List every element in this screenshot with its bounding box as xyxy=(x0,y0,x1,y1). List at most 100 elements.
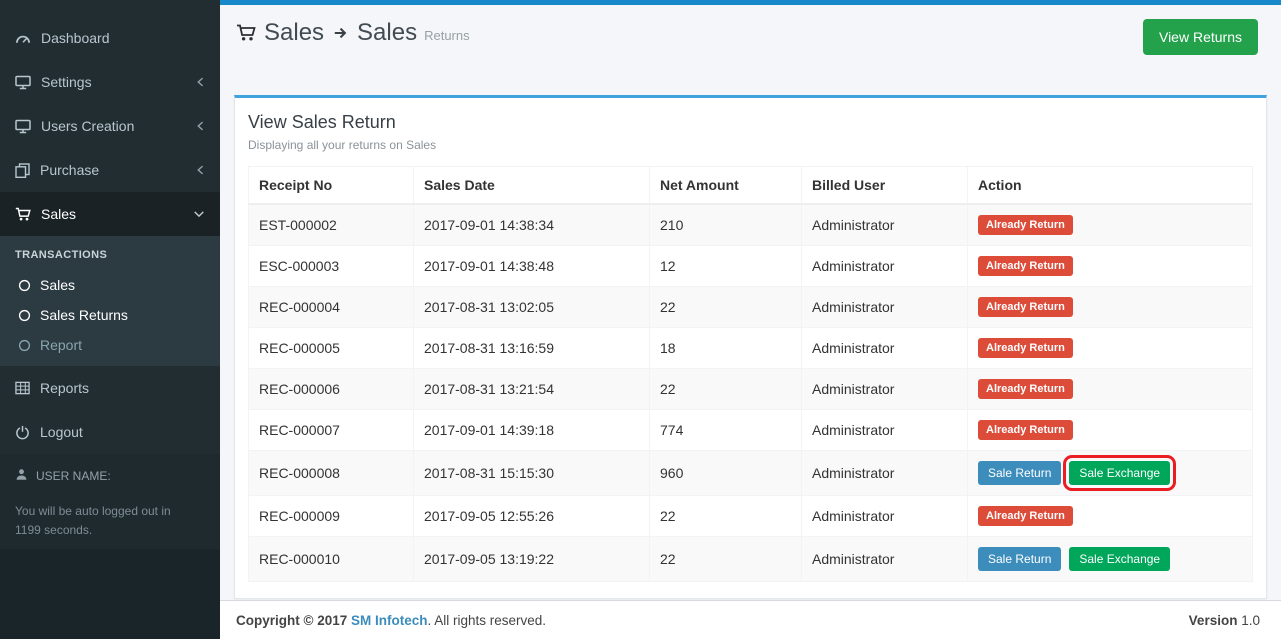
billed-user-cell: Administrator xyxy=(801,368,968,410)
chevron-left-icon xyxy=(195,120,205,132)
breadcrumb: Sales Sales Returns xyxy=(236,19,470,47)
net-amount-cell: 12 xyxy=(649,245,802,287)
sidebar-filler xyxy=(0,549,220,639)
billed-user-cell: Administrator xyxy=(801,286,968,328)
col-billed-user: Billed User xyxy=(801,166,968,205)
receipt-no-cell: REC-000004 xyxy=(248,286,414,328)
sale-return-button[interactable]: Sale Return xyxy=(978,547,1062,571)
chevron-down-icon xyxy=(193,209,205,219)
sidebar-item-sales[interactable]: Sales xyxy=(0,192,220,236)
sidebar-item-logout[interactable]: Logout xyxy=(0,410,220,454)
sales-date-cell: 2017-08-31 13:16:59 xyxy=(413,327,650,369)
table-row: REC-000007 2017-09-01 14:39:18 774 Admin… xyxy=(248,409,1253,451)
receipt-no-cell: REC-000007 xyxy=(248,409,414,451)
content-header: Sales Sales Returns View Returns xyxy=(220,5,1281,63)
chevron-left-icon xyxy=(195,76,205,88)
net-amount-cell: 210 xyxy=(649,203,802,246)
sidebar-item-purchase[interactable]: Purchase xyxy=(0,148,220,192)
table-row: REC-000005 2017-08-31 13:16:59 18 Admini… xyxy=(248,327,1253,369)
net-amount-cell: 22 xyxy=(649,536,802,582)
billed-user-cell: Administrator xyxy=(801,203,968,246)
action-cell: Sale Return Sale Exchange xyxy=(967,450,1253,496)
sidebar-item-label: Users Creation xyxy=(41,118,135,134)
already-return-badge: Already Return xyxy=(978,297,1073,317)
copyright-prefix: Copyright © 2017 xyxy=(236,612,348,628)
action-cell: Already Return xyxy=(967,245,1253,287)
col-action: Action xyxy=(967,166,1253,205)
receipt-no-cell: REC-000009 xyxy=(248,495,414,537)
table-row: REC-000009 2017-09-05 12:55:26 22 Admini… xyxy=(248,495,1253,537)
billed-user-cell: Administrator xyxy=(801,450,968,496)
net-amount-cell: 22 xyxy=(649,368,802,410)
company-link[interactable]: SM Infotech xyxy=(351,612,428,628)
desktop-icon xyxy=(15,75,31,90)
billed-user-cell: Administrator xyxy=(801,536,968,582)
net-amount-cell: 22 xyxy=(649,495,802,537)
view-returns-button[interactable]: View Returns xyxy=(1142,19,1258,55)
breadcrumb-page: Sales xyxy=(357,19,418,46)
breadcrumb-arrow-icon xyxy=(333,26,348,45)
panel-title: View Sales Return xyxy=(248,112,396,132)
table-row: ESC-000003 2017-09-01 14:38:48 12 Admini… xyxy=(248,245,1253,287)
sidebar-item-dashboard[interactable]: Dashboard xyxy=(0,16,220,60)
sales-returns-table: Receipt No Sales Date Net Amount Billed … xyxy=(248,166,1253,582)
breadcrumb-page-suffix: Returns xyxy=(424,28,470,43)
col-sales-date: Sales Date xyxy=(413,166,650,205)
sidebar-item-label: Logout xyxy=(40,424,83,440)
table-icon xyxy=(15,381,30,395)
footer: Copyright © 2017 SM Infotech. All rights… xyxy=(220,600,1281,639)
user-icon xyxy=(15,468,28,484)
sale-return-button[interactable]: Sale Return xyxy=(978,461,1062,485)
sidebar-item-label: Purchase xyxy=(40,162,100,178)
copy-icon xyxy=(15,162,30,178)
copyright-text: Copyright © 2017 SM Infotech. All rights… xyxy=(236,613,546,628)
sidebar-subitem-sales[interactable]: Sales xyxy=(0,270,220,300)
sidebar-subitem-label: Report xyxy=(40,337,83,353)
main-area: Sales Sales Returns View Returns View Sa… xyxy=(220,0,1281,639)
sidebar-item-reports[interactable]: Reports xyxy=(0,366,220,410)
net-amount-cell: 960 xyxy=(649,450,802,496)
sidebar-item-label: Settings xyxy=(41,74,92,90)
user-name-label: USER NAME: xyxy=(36,469,111,483)
billed-user-cell: Administrator xyxy=(801,409,968,451)
sales-date-cell: 2017-09-05 13:19:22 xyxy=(413,536,650,582)
sidebar: Dashboard Settings Users Creation xyxy=(0,0,220,639)
sidebar-item-users-creation[interactable]: Users Creation xyxy=(0,104,220,148)
sidebar-menu: Dashboard Settings Users Creation xyxy=(0,0,220,454)
chevron-left-icon xyxy=(195,164,205,176)
action-cell: Already Return xyxy=(967,203,1253,246)
sale-exchange-button[interactable]: Sale Exchange xyxy=(1063,455,1177,491)
sales-date-cell: 2017-09-05 12:55:26 xyxy=(413,495,650,537)
already-return-badge: Already Return xyxy=(978,379,1073,399)
dashboard-icon xyxy=(15,31,31,45)
copyright-suffix: . All rights reserved. xyxy=(427,612,547,628)
panel-subtitle: Displaying all your returns on Sales xyxy=(248,138,437,152)
col-receipt-no: Receipt No xyxy=(248,166,414,205)
sidebar-subitem-sales-returns[interactable]: Sales Returns xyxy=(0,300,220,330)
sidebar-transactions-section: TRANSACTIONS Sales Sales Returns xyxy=(0,236,220,366)
circle-icon xyxy=(18,309,31,322)
sidebar-subitem-label: Sales xyxy=(40,277,76,293)
action-cell: Already Return xyxy=(967,368,1253,410)
breadcrumb-section[interactable]: Sales xyxy=(264,19,325,46)
sidebar-item-settings[interactable]: Settings xyxy=(0,60,220,104)
sales-return-panel: View Sales Return Displaying all your re… xyxy=(234,95,1267,599)
already-return-badge: Already Return xyxy=(978,215,1073,235)
action-cell: Sale Return Sale Exchange xyxy=(967,536,1253,582)
version-value: 1.0 xyxy=(1241,612,1260,628)
table-header-row: Receipt No Sales Date Net Amount Billed … xyxy=(248,166,1253,205)
sale-exchange-button[interactable]: Sale Exchange xyxy=(1069,547,1171,571)
billed-user-cell: Administrator xyxy=(801,327,968,369)
table-row: REC-000006 2017-08-31 13:21:54 22 Admini… xyxy=(248,368,1253,410)
sales-date-cell: 2017-08-31 15:15:30 xyxy=(413,450,650,496)
user-panel: USER NAME: You will be auto logged out i… xyxy=(0,454,220,550)
cart-icon xyxy=(15,207,31,222)
content: View Sales Return Displaying all your re… xyxy=(220,63,1281,600)
already-return-badge: Already Return xyxy=(978,420,1073,440)
sidebar-item-label: Sales xyxy=(41,206,77,222)
sales-date-cell: 2017-09-01 14:38:48 xyxy=(413,245,650,287)
sidebar-subitem-report[interactable]: Report xyxy=(0,330,220,360)
sidebar-item-label: Reports xyxy=(40,380,90,396)
already-return-badge: Already Return xyxy=(978,506,1073,526)
